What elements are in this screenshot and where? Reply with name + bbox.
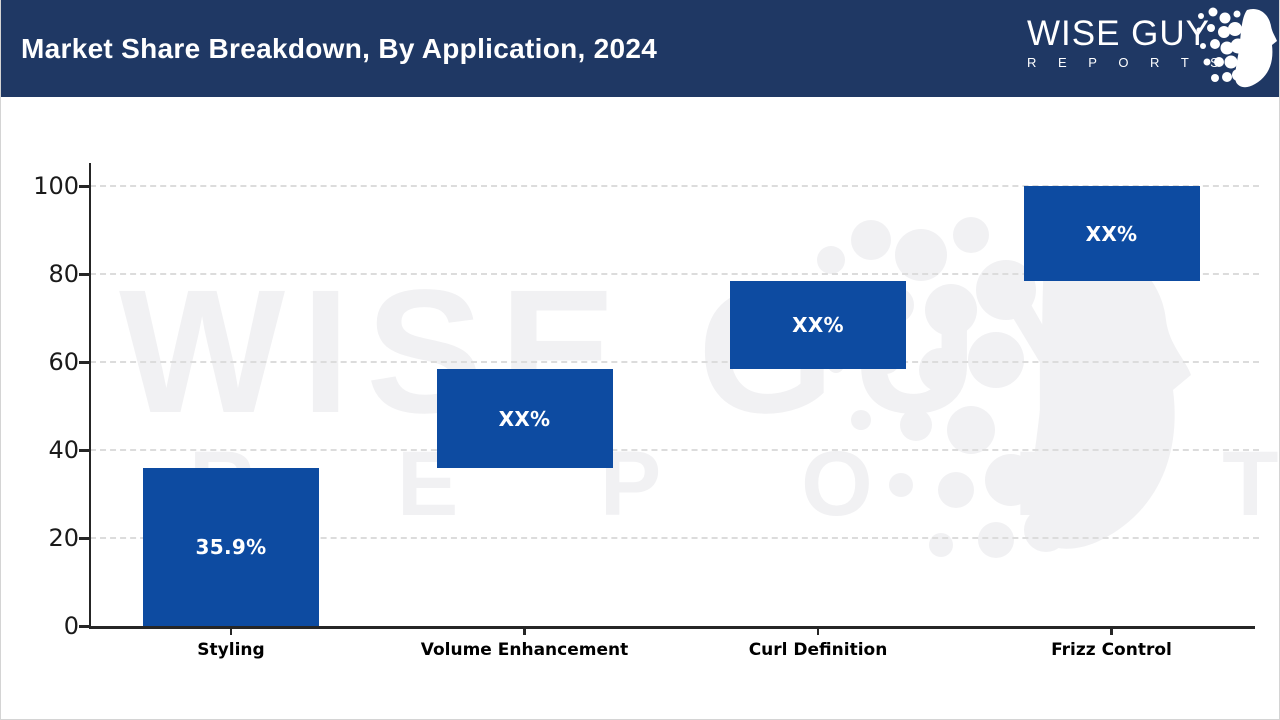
- watermark-face-dots: [817, 217, 1191, 558]
- x-tick-mark: [229, 626, 233, 635]
- x-tick-mark: [816, 626, 820, 635]
- y-tick-label: 60: [48, 348, 79, 376]
- y-tick-mark: [79, 185, 90, 188]
- x-tick-mark: [523, 626, 526, 635]
- grid-line: [90, 537, 1259, 539]
- x-category-label: Curl Definition: [748, 640, 888, 660]
- grid-line: [90, 449, 1259, 451]
- bar-value-label: XX%: [498, 406, 551, 431]
- grid-line: [90, 361, 1259, 363]
- y-tick-label: 20: [48, 524, 79, 552]
- bar-frizz-control: XX%: [1023, 186, 1200, 282]
- logo-reports-label: R E P O R T S: [1027, 55, 1228, 70]
- x-tick-mark: [1110, 626, 1113, 635]
- y-tick-mark: [79, 361, 90, 364]
- bar-volume-enhancement: XX%: [436, 369, 613, 469]
- y-tick-label: 80: [48, 260, 79, 288]
- grid-line: [90, 185, 1259, 187]
- x-category-label: Styling: [197, 640, 265, 660]
- chart-title: Market Share Breakdown, By Application, …: [21, 32, 658, 64]
- y-tick-label: 40: [48, 436, 79, 464]
- y-tick-mark: [79, 537, 90, 540]
- grid-line: [90, 273, 1259, 275]
- y-tick-mark: [79, 273, 90, 276]
- y-tick-label: 0: [63, 612, 79, 640]
- header-bar: Market Share Breakdown, By Application, …: [1, 0, 1279, 97]
- x-category-label: Frizz Control: [1051, 640, 1172, 660]
- y-tick-mark: [79, 449, 90, 452]
- y-axis-spine: [88, 163, 91, 629]
- bar-curl-definition: XX%: [730, 281, 906, 370]
- bar-value-label: XX%: [792, 313, 844, 338]
- logo-text: WISE GUY R E P O R T S: [1027, 14, 1228, 72]
- bar-styling: 35.9%: [143, 468, 319, 626]
- logo-wise-guy-label: WISE GUY: [1027, 14, 1211, 53]
- bar-value-label: XX%: [1085, 221, 1138, 246]
- x-axis-spine: [88, 625, 1255, 629]
- bar-value-label: 35.9%: [195, 535, 267, 559]
- logo-face-icon: [1196, 7, 1277, 88]
- y-tick-mark: [79, 625, 90, 628]
- y-tick-label: 100: [33, 172, 79, 200]
- x-category-label: Volume Enhancement: [420, 640, 629, 660]
- wise-guy-reports-logo: WISE GUY R E P O R T S: [1027, 0, 1277, 97]
